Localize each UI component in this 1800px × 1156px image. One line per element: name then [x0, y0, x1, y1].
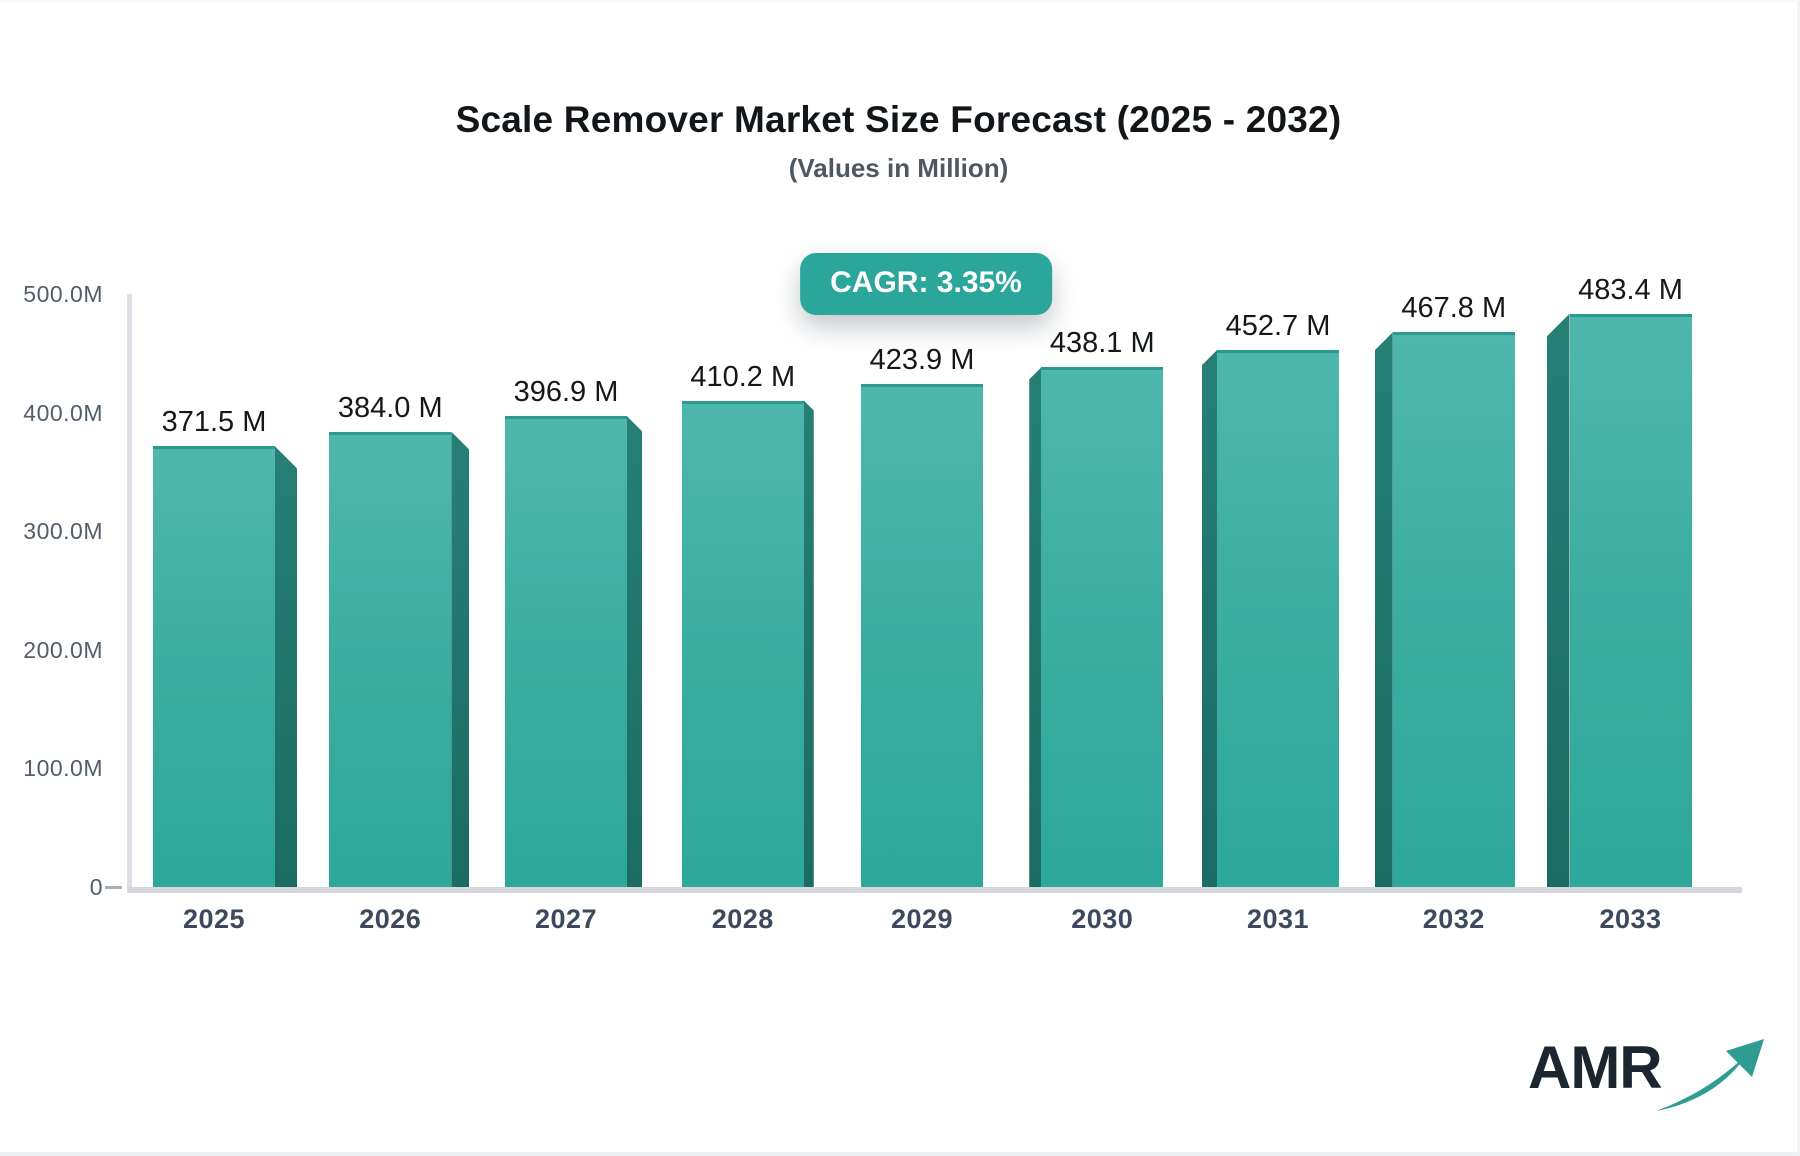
bar-value-label: 467.8 M	[1401, 292, 1507, 325]
zero-tick-mark	[105, 886, 122, 889]
bar-value-label: 410.2 M	[690, 360, 796, 393]
chart-title: Scale Remover Market Size Forecast (2025…	[455, 99, 1342, 140]
y-axis-tick-label: 300.0M	[23, 518, 103, 545]
x-axis-baseline	[127, 887, 1742, 893]
bar-value-label: 483.4 M	[1578, 273, 1683, 306]
bar-value-label: 452.7 M	[1225, 310, 1331, 343]
amr-logo: AMR	[1528, 1033, 1764, 1123]
bar-2026[interactable]	[329, 431, 470, 887]
bar-2033[interactable]	[1546, 313, 1692, 887]
bar-face	[681, 400, 804, 887]
bar-2025[interactable]	[153, 446, 297, 887]
bar-face	[1569, 313, 1692, 887]
bar-2028[interactable]	[681, 400, 814, 887]
growth-arrow-icon	[1656, 1039, 1764, 1111]
bar-value-label: 423.9 M	[869, 344, 975, 377]
bar-2027[interactable]	[505, 416, 642, 887]
x-axis-label-2031: 2031	[1246, 904, 1310, 934]
bar-side-face	[1202, 350, 1217, 887]
bar-2030[interactable]	[1029, 367, 1164, 887]
bar-face	[1392, 332, 1515, 887]
bar-side-face	[1546, 313, 1570, 887]
bar-side-face	[1374, 332, 1393, 887]
y-axis-tick-label: 400.0M	[23, 399, 103, 426]
bar-side-face	[803, 400, 814, 887]
bar-value-label: 371.5 M	[161, 406, 267, 439]
x-axis-label-2032: 2032	[1422, 904, 1485, 934]
x-axis-label-2027: 2027	[534, 904, 598, 934]
x-axis-label-2025: 2025	[182, 904, 246, 934]
bar-2032[interactable]	[1374, 332, 1515, 887]
bar-side-face	[1029, 367, 1042, 887]
bar-face	[505, 416, 627, 887]
bar-face	[153, 446, 275, 887]
y-axis-tick-label: 0	[89, 874, 103, 900]
x-axis-label-2026: 2026	[359, 904, 422, 934]
y-axis-tick-label: 100.0M	[23, 755, 103, 782]
bar-face	[329, 431, 452, 887]
y-axis-tick-label: 500.0M	[23, 281, 103, 307]
amr-logo-text: AMR	[1528, 1034, 1663, 1101]
chart-subtitle: (Values in Million)	[788, 153, 1009, 183]
bar-value-label: 438.1 M	[1049, 327, 1155, 360]
bar-2031[interactable]	[1202, 350, 1339, 887]
cagr-badge: CAGR: 3.35%	[800, 253, 1052, 315]
x-axis-label-2028: 2028	[711, 904, 774, 934]
x-axis-label-2029: 2029	[890, 904, 954, 934]
bar-2029[interactable]	[861, 384, 983, 887]
bar-face	[861, 384, 983, 887]
bar-side-face	[451, 431, 470, 887]
y-axis-tick-label: 200.0M	[23, 636, 103, 663]
bar-face	[1041, 367, 1164, 887]
x-axis-label-2033: 2033	[1599, 904, 1662, 934]
bar-value-label: 384.0 M	[337, 391, 443, 424]
bar-face	[1217, 350, 1339, 887]
bar-side-face	[275, 446, 297, 887]
bar-side-face	[627, 416, 642, 887]
x-axis-label-2030: 2030	[1071, 904, 1134, 934]
y-axis-line	[127, 294, 132, 890]
bar-value-label: 396.9 M	[513, 376, 619, 409]
